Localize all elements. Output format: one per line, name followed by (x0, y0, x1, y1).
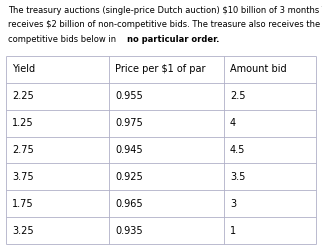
Text: 3: 3 (230, 199, 236, 209)
Text: competitive bids below in: competitive bids below in (8, 35, 119, 44)
Text: 0.975: 0.975 (115, 118, 143, 128)
Text: 0.965: 0.965 (115, 199, 143, 209)
Text: Yield: Yield (12, 64, 35, 74)
Text: 0.935: 0.935 (115, 226, 143, 236)
Text: 4: 4 (230, 118, 236, 128)
Text: 1.75: 1.75 (12, 199, 33, 209)
Text: The treasury auctions (single-price Dutch auction) $10 billion of 3 months T-bil: The treasury auctions (single-price Dutc… (8, 6, 322, 15)
Text: receives $2 billion of non-competitive bids. The treasure also receives the: receives $2 billion of non-competitive b… (8, 21, 320, 30)
Text: 2.75: 2.75 (12, 145, 34, 155)
Text: 1.25: 1.25 (12, 118, 33, 128)
Text: no particular order.: no particular order. (127, 35, 220, 44)
Text: 0.925: 0.925 (115, 172, 143, 182)
Text: Price per $1 of par: Price per $1 of par (115, 64, 206, 74)
Text: Amount bid: Amount bid (230, 64, 287, 74)
Text: 1: 1 (230, 226, 236, 236)
Text: 3.75: 3.75 (12, 172, 33, 182)
Text: 0.945: 0.945 (115, 145, 143, 155)
Text: 3.25: 3.25 (12, 226, 33, 236)
Text: 2.25: 2.25 (12, 91, 34, 101)
Text: 3.5: 3.5 (230, 172, 245, 182)
Text: 4.5: 4.5 (230, 145, 245, 155)
Text: 0.955: 0.955 (115, 91, 143, 101)
Text: 2.5: 2.5 (230, 91, 245, 101)
